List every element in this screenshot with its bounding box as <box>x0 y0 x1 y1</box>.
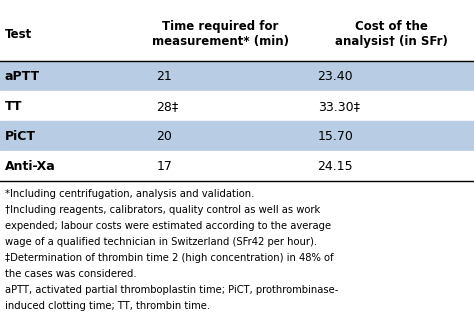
Text: Time required for
measurement* (min): Time required for measurement* (min) <box>152 20 289 48</box>
Text: †Including reagents, calibrators, quality control as well as work: †Including reagents, calibrators, qualit… <box>5 205 320 215</box>
Text: wage of a qualified technician in Switzerland (SFr42 per hour).: wage of a qualified technician in Switze… <box>5 237 317 247</box>
Text: 20: 20 <box>156 129 172 143</box>
Text: aPTT: aPTT <box>5 70 40 83</box>
Text: 28‡: 28‡ <box>156 100 179 113</box>
Text: Test: Test <box>5 28 32 41</box>
Text: TT: TT <box>5 100 22 113</box>
Text: ‡Determination of thrombin time 2 (high concentration) in 48% of: ‡Determination of thrombin time 2 (high … <box>5 253 333 263</box>
Text: expended; labour costs were estimated according to the average: expended; labour costs were estimated ac… <box>5 221 331 231</box>
Text: 33.30‡: 33.30‡ <box>318 100 360 113</box>
Text: the cases was considered.: the cases was considered. <box>5 269 137 279</box>
Text: 23.40: 23.40 <box>318 70 353 83</box>
Text: Anti-Xa: Anti-Xa <box>5 159 55 173</box>
Bar <box>0 91 474 121</box>
Bar <box>0 7 474 61</box>
Text: Cost of the
analysis† (in SFr): Cost of the analysis† (in SFr) <box>335 20 447 48</box>
Text: 17: 17 <box>156 159 172 173</box>
Text: induced clotting time; TT, thrombin time.: induced clotting time; TT, thrombin time… <box>5 301 210 311</box>
Text: PiCT: PiCT <box>5 129 36 143</box>
Text: aPTT, activated partial thromboplastin time; PiCT, prothrombinase-: aPTT, activated partial thromboplastin t… <box>5 285 338 295</box>
Text: 15.70: 15.70 <box>318 129 354 143</box>
Bar <box>0 121 474 151</box>
Bar <box>0 151 474 181</box>
Text: 24.15: 24.15 <box>318 159 353 173</box>
Text: 21: 21 <box>156 70 172 83</box>
Bar <box>0 61 474 91</box>
Text: *Including centrifugation, analysis and validation.: *Including centrifugation, analysis and … <box>5 189 254 199</box>
